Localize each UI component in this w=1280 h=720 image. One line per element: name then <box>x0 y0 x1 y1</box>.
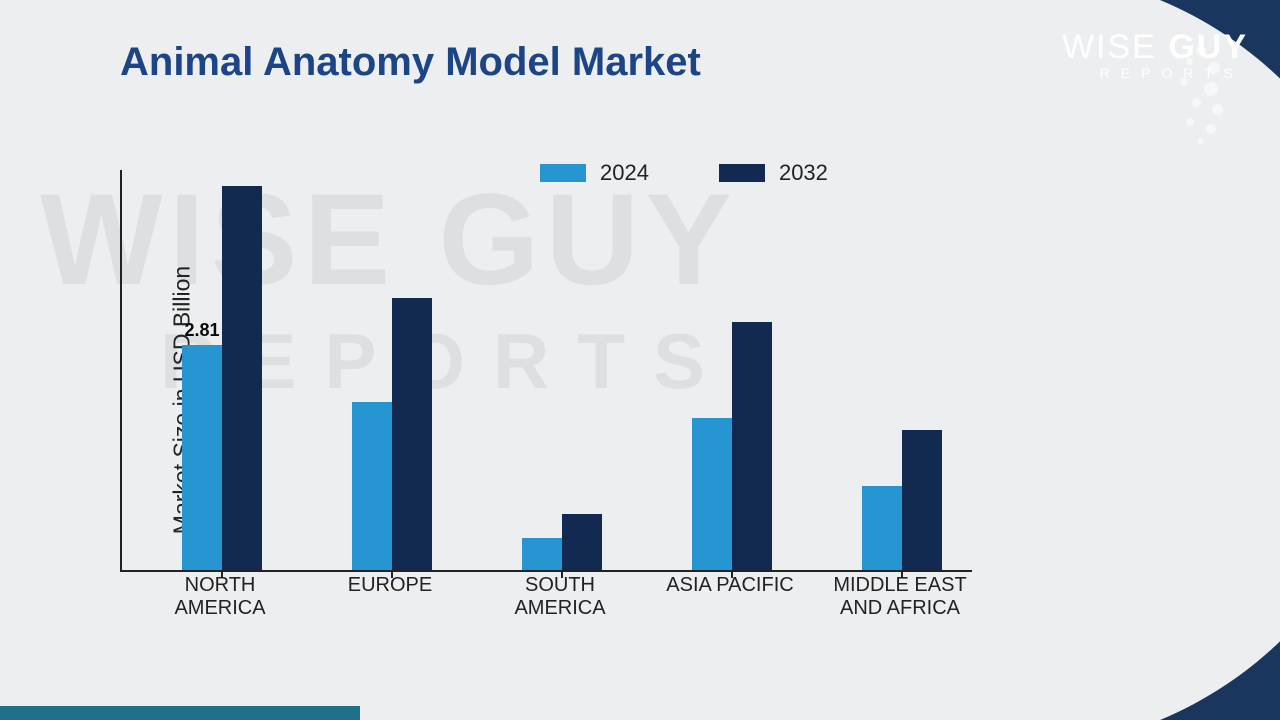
category-label: ASIA PACIFIC <box>660 574 800 597</box>
bar-2024 <box>862 486 902 570</box>
bar-2032 <box>902 430 942 570</box>
chart-canvas: WISE GUY REPORTS WISE GUY REPORTS Animal… <box>0 0 1280 720</box>
bar-2024 <box>182 345 222 570</box>
bar-value-label: 2.81 <box>184 320 219 341</box>
brand-logo: WISE GUY REPORTS <box>1062 28 1248 81</box>
bar-2032 <box>222 186 262 570</box>
bar-cluster <box>692 322 772 570</box>
bar-cluster <box>862 430 942 570</box>
footer-strip <box>0 706 360 720</box>
bar-2032 <box>732 322 772 570</box>
bar-2024 <box>352 402 392 570</box>
bar-2024 <box>522 538 562 570</box>
category-label: NORTH AMERICA <box>150 574 290 620</box>
bar-cluster <box>182 186 262 570</box>
brand-head-icon <box>1156 38 1256 158</box>
category-label: EUROPE <box>320 574 460 597</box>
bar-cluster <box>522 514 602 570</box>
bar-2024 <box>692 418 732 570</box>
plot-area: 2.81 <box>120 170 972 572</box>
bar-cluster <box>352 298 432 570</box>
category-label: MIDDLE EAST AND AFRICA <box>830 574 970 620</box>
bar-2032 <box>562 514 602 570</box>
chart-title: Animal Anatomy Model Market <box>120 40 701 85</box>
category-label: SOUTH AMERICA <box>490 574 630 620</box>
bar-2032 <box>392 298 432 570</box>
chart-area: Market Size in USD Billion 2.81 NORTH AM… <box>110 170 970 630</box>
